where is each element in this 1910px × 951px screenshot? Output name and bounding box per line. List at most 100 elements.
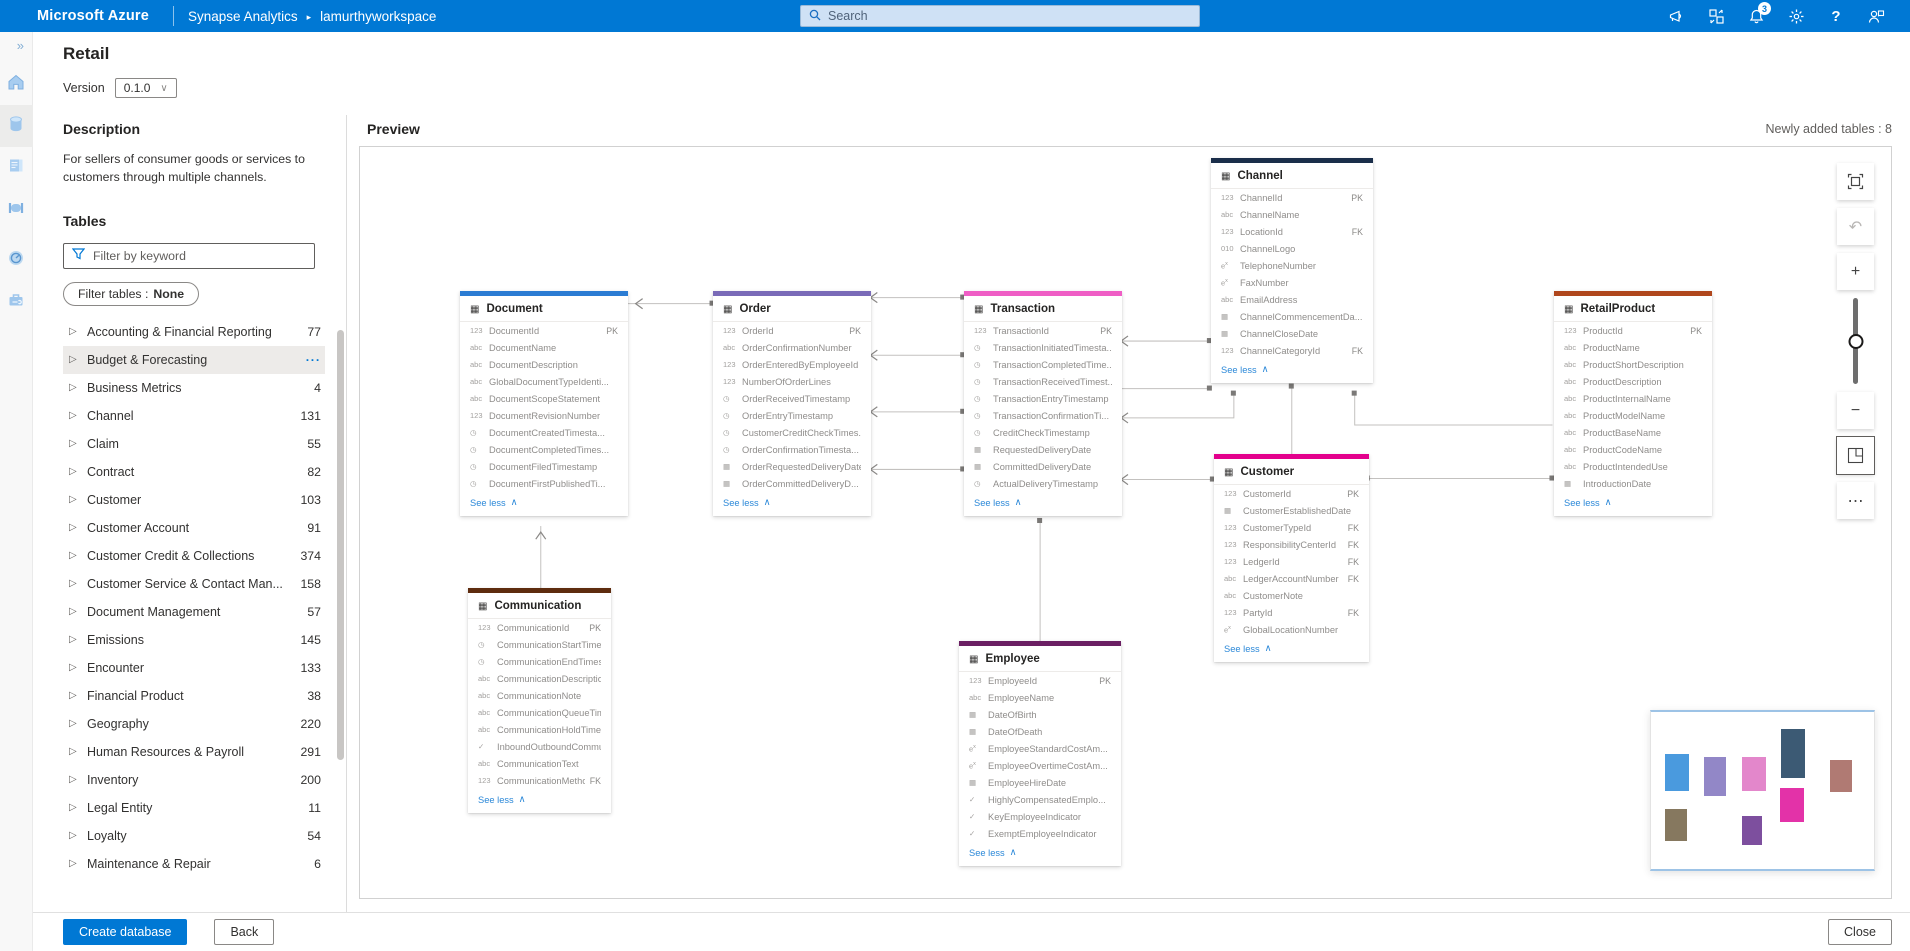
table-category-row[interactable]: ▷ Maintenance & Repair 6 [63, 850, 325, 878]
table-category-row[interactable]: ▷ Legal Entity 11 [63, 794, 325, 822]
chevron-right-icon[interactable]: ▷ [69, 774, 77, 786]
chevron-right-icon[interactable]: ▷ [69, 326, 77, 338]
diagram-minimap[interactable] [1650, 710, 1875, 871]
breadcrumb-app[interactable]: Synapse Analytics [188, 8, 298, 24]
see-less-link[interactable]: See less ∧ [1554, 492, 1712, 516]
entity-card-retailproduct[interactable]: ▦ RetailProduct 123 ProductId PK abc ProductNa… [1554, 291, 1712, 516]
table-category-row[interactable]: ▷ Customer Account 91 [63, 514, 325, 542]
chevron-right-icon[interactable]: ▷ [69, 382, 77, 394]
entity-card-transaction[interactable]: ▦ Transaction 123 TransactionId PK ◷ Transacti… [964, 291, 1122, 516]
entity-card-channel[interactable]: ▦ Channel 123 ChannelId PK abc ChannelName 123 L… [1211, 158, 1373, 383]
version-dropdown[interactable]: 0.1.0 ∨ [114, 78, 177, 98]
sidebar-item-integrate[interactable] [0, 189, 33, 231]
notifications-button[interactable]: 3 [1740, 0, 1772, 32]
table-category-row[interactable]: ▷ Inventory 200 [63, 766, 325, 794]
see-less-link[interactable]: See less ∧ [1214, 638, 1369, 662]
search-input[interactable] [828, 9, 1191, 23]
more-options-button[interactable]: ⋯ [1837, 482, 1874, 519]
chevron-right-icon[interactable]: ▷ [69, 634, 77, 646]
see-less-link[interactable]: See less ∧ [964, 492, 1122, 516]
chevron-right-icon[interactable]: ▷ [69, 578, 77, 590]
chevron-right-icon[interactable]: ▷ [69, 410, 77, 422]
expand-rail-icon[interactable]: » [16, 38, 24, 53]
table-category-row[interactable]: ▷ Loyalty 54 [63, 822, 325, 850]
category-more-icon[interactable]: ··· [305, 352, 321, 367]
see-less-link[interactable]: See less ∧ [468, 789, 611, 813]
table-category-row[interactable]: ▷ Channel 131 [63, 402, 325, 430]
chevron-right-icon[interactable]: ▷ [69, 830, 77, 842]
table-category-row[interactable]: ▷ Encounter 133 [63, 654, 325, 682]
table-category-row[interactable]: ▷ Emissions 145 [63, 626, 325, 654]
entity-header[interactable]: ▦ RetailProduct [1554, 296, 1712, 322]
table-category-row[interactable]: ▷ Financial Product 38 [63, 682, 325, 710]
table-category-row[interactable]: ▷ Document Management 57 [63, 598, 325, 626]
table-filter[interactable] [63, 242, 315, 269]
chevron-right-icon[interactable]: ▷ [69, 802, 77, 814]
azure-brand[interactable]: Microsoft Azure [37, 8, 150, 24]
chevron-right-icon[interactable]: ▷ [69, 662, 77, 674]
chevron-right-icon[interactable]: ▷ [69, 718, 77, 730]
breadcrumb-workspace[interactable]: lamurthyworkspace [320, 8, 437, 24]
entity-header[interactable]: ▦ Communication [468, 593, 611, 619]
table-category-row[interactable]: ▷ Budget & Forecasting ··· [63, 345, 325, 374]
entity-header[interactable]: ▦ Customer [1214, 459, 1369, 485]
see-less-link[interactable]: See less ∧ [959, 842, 1121, 866]
minimap-toggle-button[interactable] [1836, 436, 1875, 475]
entity-card-communication[interactable]: ▦ Communication 123 CommunicationId PK ◷ Commu… [468, 588, 611, 813]
table-category-row[interactable]: ▷ Accounting & Financial Reporting 77 [63, 318, 325, 346]
zoom-in-button[interactable]: + [1837, 253, 1874, 290]
switch-directory-button[interactable] [1700, 0, 1732, 32]
filter-keyword-input[interactable] [93, 248, 306, 263]
table-category-row[interactable]: ▷ Business Metrics 4 [63, 374, 325, 402]
fit-to-screen-button[interactable] [1837, 163, 1874, 200]
chevron-right-icon[interactable]: ▷ [69, 858, 77, 870]
undo-button[interactable]: ↶ [1837, 208, 1874, 245]
see-less-link[interactable]: See less ∧ [460, 492, 628, 516]
announcements-button[interactable] [1660, 0, 1692, 32]
help-button[interactable]: ? [1820, 0, 1852, 32]
entity-card-document[interactable]: ▦ Document 123 DocumentId PK abc DocumentName a… [460, 291, 628, 516]
zoom-out-button[interactable]: − [1837, 392, 1874, 429]
chevron-right-icon[interactable]: ▷ [69, 522, 77, 534]
see-less-link[interactable]: See less ∧ [1211, 359, 1373, 383]
table-category-row[interactable]: ▷ Customer 103 [63, 486, 325, 514]
sidebar-item-data[interactable] [0, 105, 33, 147]
table-category-row[interactable]: ▷ Customer Service & Contact Man... 158 [63, 570, 325, 598]
settings-button[interactable] [1780, 0, 1812, 32]
see-less-link[interactable]: See less ∧ [713, 492, 871, 516]
table-category-row[interactable]: ▷ Claim 55 [63, 430, 325, 458]
entity-card-order[interactable]: ▦ Order 123 OrderId PK abc OrderConfirmationNu… [713, 291, 871, 516]
global-search[interactable] [800, 5, 1200, 27]
chevron-right-icon[interactable]: ▷ [69, 494, 77, 506]
zoom-slider[interactable] [1837, 298, 1874, 384]
chevron-right-icon[interactable]: ▷ [69, 354, 77, 366]
entity-card-customer[interactable]: ▦ Customer 123 CustomerId PK ▦ CustomerEstabli… [1214, 454, 1369, 662]
entity-header[interactable]: ▦ Transaction [964, 296, 1122, 322]
chevron-right-icon[interactable]: ▷ [69, 606, 77, 618]
chevron-right-icon[interactable]: ▷ [69, 438, 77, 450]
table-category-row[interactable]: ▷ Customer Credit & Collections 374 [63, 542, 325, 570]
sidebar-item-monitor[interactable] [0, 239, 33, 281]
entity-header[interactable]: ▦ Order [713, 296, 871, 322]
close-button[interactable]: Close [1828, 919, 1892, 945]
create-database-button[interactable]: Create database [63, 919, 188, 945]
back-button[interactable]: Back [214, 919, 275, 945]
zoom-slider-thumb[interactable] [1848, 334, 1863, 349]
chevron-right-icon[interactable]: ▷ [69, 466, 77, 478]
chevron-right-icon[interactable]: ▷ [69, 690, 77, 702]
table-category-row[interactable]: ▷ Human Resources & Payroll 291 [63, 738, 325, 766]
table-category-row[interactable]: ▷ Geography 220 [63, 710, 325, 738]
sidebar-item-home[interactable] [0, 63, 33, 105]
table-category-row[interactable]: ▷ Contract 82 [63, 458, 325, 486]
entity-header[interactable]: ▦ Channel [1211, 163, 1373, 189]
sidebar-item-develop[interactable] [0, 147, 33, 189]
entity-header[interactable]: ▦ Employee [959, 646, 1121, 672]
er-diagram-canvas[interactable]: ▦ Document 123 DocumentId PK abc DocumentName a… [359, 146, 1892, 899]
panel-scrollbar[interactable] [337, 330, 344, 760]
sidebar-item-manage[interactable] [0, 281, 33, 323]
filter-tables-pill[interactable]: Filter tables : None [63, 281, 200, 306]
entity-header[interactable]: ▦ Document [460, 296, 628, 322]
chevron-right-icon[interactable]: ▷ [69, 550, 77, 562]
chevron-right-icon[interactable]: ▷ [69, 746, 77, 758]
feedback-button[interactable] [1860, 0, 1892, 32]
